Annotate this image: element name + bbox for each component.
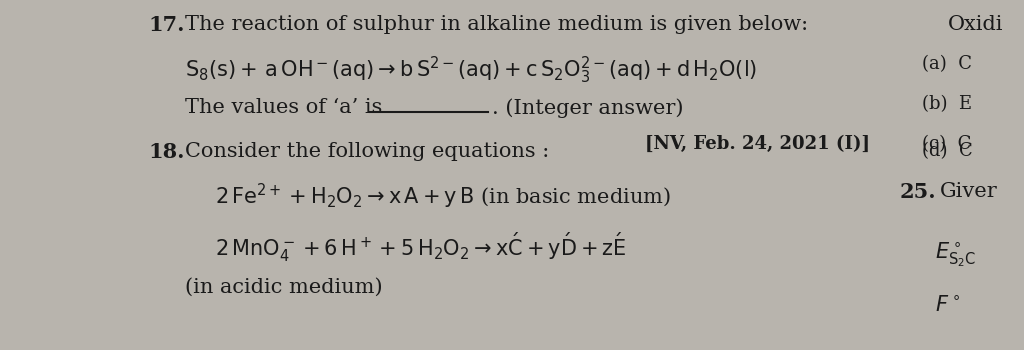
Text: $F^\circ$: $F^\circ$ (935, 295, 961, 315)
Text: Oxidi: Oxidi (948, 15, 1004, 34)
Text: $\mathrm{2\,Fe^{2+}+H_2O_2\rightarrow x\,A+y\,B}$ (in basic medium): $\mathrm{2\,Fe^{2+}+H_2O_2\rightarrow x\… (215, 182, 671, 211)
Text: (d)  C: (d) C (922, 142, 973, 160)
Text: [NV, Feb. 24, 2021 (I)]: [NV, Feb. 24, 2021 (I)] (645, 135, 870, 153)
Text: 17.: 17. (148, 15, 184, 35)
Text: $E^\circ_{\mathrm{S_2C}}$: $E^\circ_{\mathrm{S_2C}}$ (935, 240, 976, 268)
Text: $\mathrm{2\,MnO_4^-+6\,H^++5\,H_2O_2\rightarrow x\'C+y\'D+z\'E}$: $\mathrm{2\,MnO_4^-+6\,H^++5\,H_2O_2\rig… (215, 230, 627, 264)
Text: (c)  C: (c) C (922, 135, 972, 153)
Text: Giver: Giver (940, 182, 997, 201)
Text: Consider the following equations :: Consider the following equations : (185, 142, 549, 161)
Text: The reaction of sulphur in alkaline medium is given below:: The reaction of sulphur in alkaline medi… (185, 15, 808, 34)
Text: $\mathrm{S_8(s)+\,a\,OH^-(aq)\rightarrow b\,S^{2-}(aq)+c\,S_2O_3^{2-}(aq)+d\,H_2: $\mathrm{S_8(s)+\,a\,OH^-(aq)\rightarrow… (185, 55, 758, 86)
Text: . (Integer answer): . (Integer answer) (492, 98, 683, 118)
Text: (b)  E: (b) E (922, 95, 972, 113)
Text: (in acidic medium): (in acidic medium) (185, 278, 383, 297)
Text: The values of ‘a’ is: The values of ‘a’ is (185, 98, 382, 117)
Text: 18.: 18. (148, 142, 184, 162)
Text: (a)  C: (a) C (922, 55, 972, 73)
Text: 25.: 25. (900, 182, 937, 202)
